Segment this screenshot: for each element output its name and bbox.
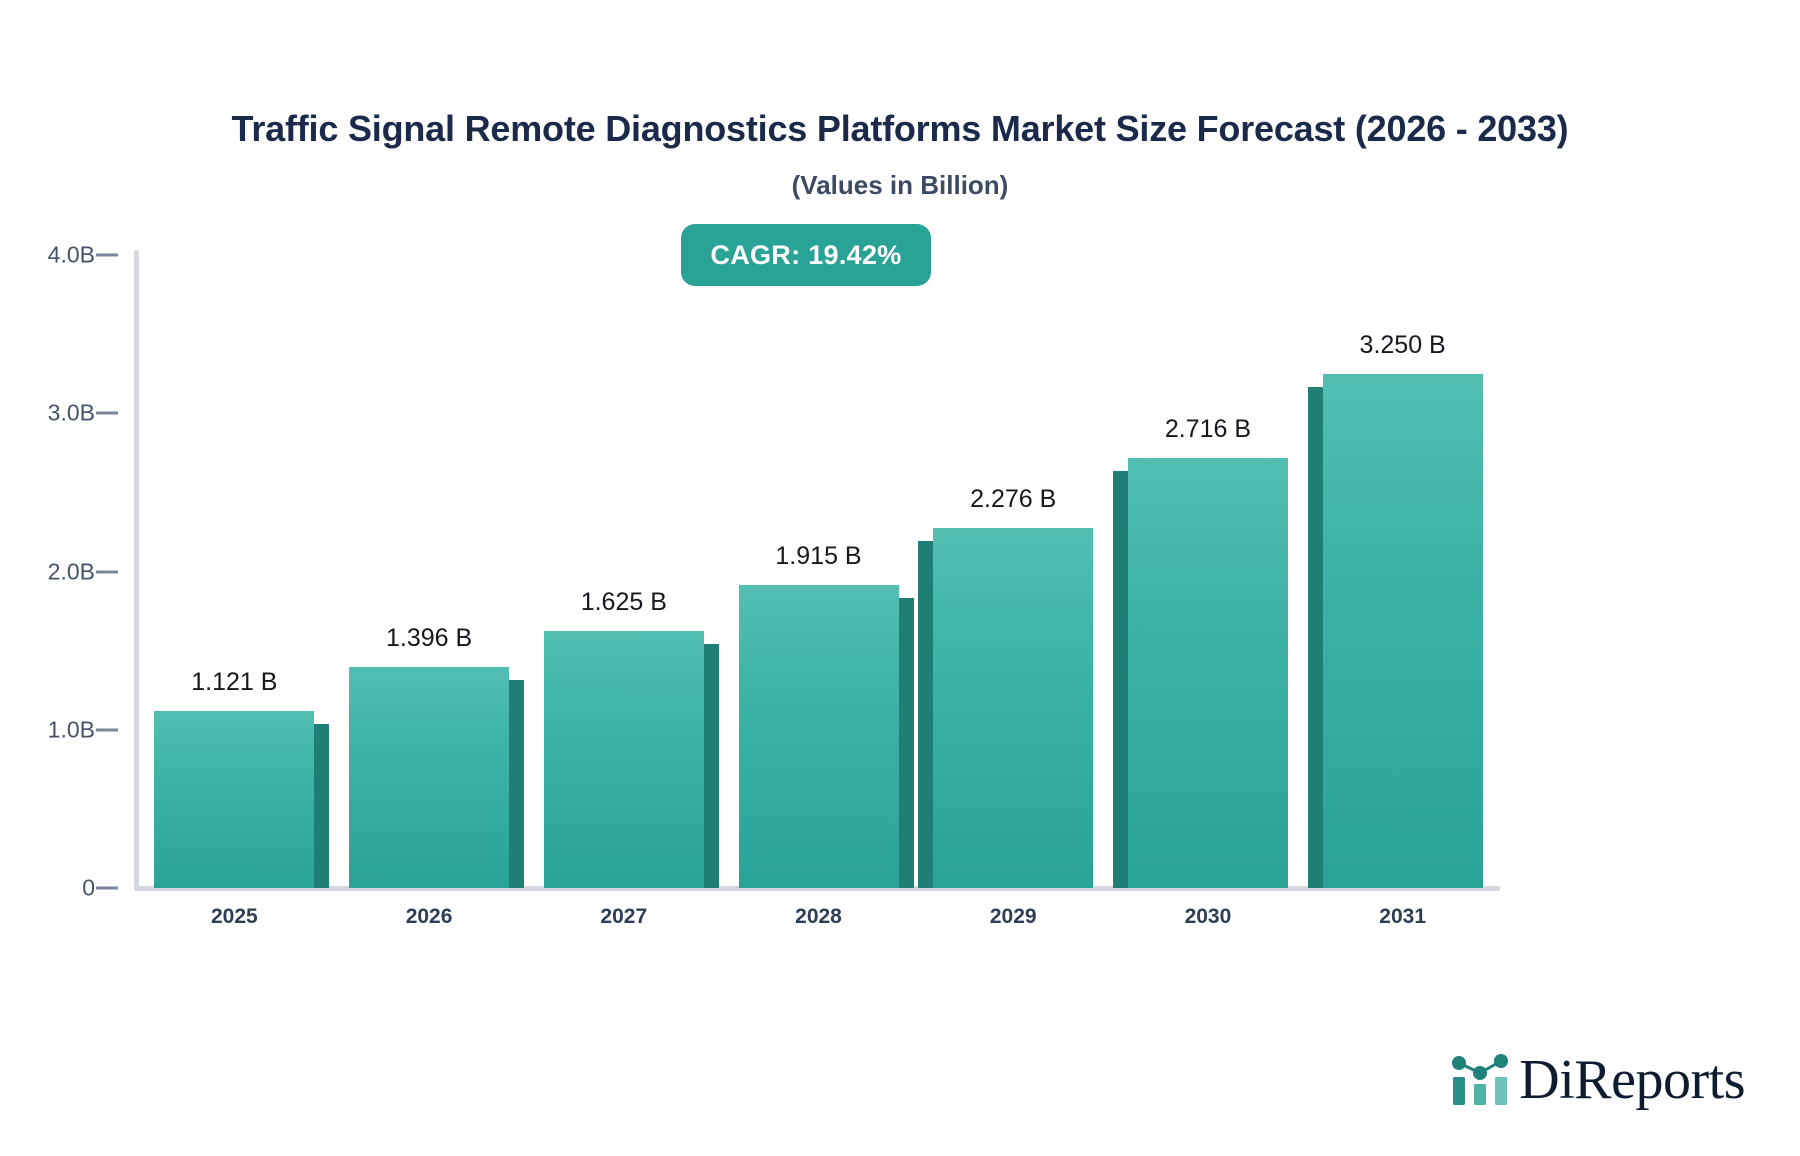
bar[interactable]: 1.121 B: [154, 668, 330, 888]
bar-value-label: 2.716 B: [1164, 415, 1252, 444]
cagr-badge: CAGR: 19.42%: [681, 224, 931, 286]
y-axis-tick-mark: [96, 253, 118, 257]
bar[interactable]: 1.625 B: [543, 588, 719, 888]
bar[interactable]: 3.250 B: [1307, 331, 1483, 888]
bar-front-face: [1127, 458, 1288, 888]
bar[interactable]: 2.276 B: [918, 485, 1094, 888]
x-axis-tick-label: 2031: [1379, 905, 1426, 928]
page-title: Traffic Signal Remote Diagnostics Platfo…: [231, 108, 1569, 149]
bar-front-face: [543, 630, 704, 888]
bar-side-face: [314, 723, 330, 888]
bar-side-face: [1307, 386, 1323, 888]
x-axis-line: [134, 886, 1500, 891]
cagr-badge-label: CAGR: 19.42%: [710, 239, 902, 270]
bar-value-label: 1.625 B: [580, 587, 667, 616]
bar-front-face: [1322, 373, 1483, 888]
bar-value-label: 1.121 B: [191, 667, 278, 696]
chart-subtitle: (Values in Billion): [791, 170, 1009, 200]
bar-side-face: [509, 680, 525, 888]
x-axis-tick-label: 2025: [210, 905, 258, 928]
bar-front-face: [154, 710, 315, 888]
bar[interactable]: 1.915 B: [738, 542, 914, 888]
x-axis-tick-label: 2029: [989, 905, 1037, 928]
direports-logo: DiReports: [1451, 1052, 1745, 1108]
bar-value-label: 1.915 B: [775, 541, 862, 570]
bar-front-face: [933, 527, 1094, 888]
y-axis-line: [134, 250, 139, 890]
bar-side-face: [703, 643, 719, 888]
y-axis-tick-label: 0: [82, 874, 95, 901]
bar-side-face: [898, 597, 914, 888]
y-axis-tick-label: 3.0B: [47, 399, 95, 426]
bar-value-label: 2.276 B: [970, 484, 1057, 513]
y-axis-tick-mark: [96, 411, 118, 415]
y-axis-tick-mark: [96, 570, 118, 573]
x-axis-tick-label: 2027: [600, 905, 648, 928]
bar-chart-icon: [1452, 1054, 1509, 1105]
x-axis-tick-label: 2026: [405, 905, 453, 928]
y-axis-tick-mark: [96, 886, 118, 890]
bar-value-label: 1.396 B: [385, 624, 473, 653]
y-axis-tick-mark: [96, 728, 118, 732]
bar-front-face: [738, 584, 899, 888]
x-axis-tick-label: 2030: [1184, 905, 1232, 928]
x-axis-tick-label: 2028: [795, 905, 842, 928]
logo-text: DiReports: [1519, 1049, 1745, 1111]
y-axis-tick-label: 2.0B: [47, 558, 95, 584]
bar-front-face: [349, 667, 510, 888]
bar-value-label: 3.250 B: [1359, 330, 1446, 359]
bar-side-face: [918, 540, 934, 888]
y-axis-tick-label: 4.0B: [47, 241, 95, 268]
bar[interactable]: 2.716 B: [1112, 415, 1288, 888]
bar[interactable]: 1.396 B: [349, 624, 525, 888]
bar-side-face: [1112, 471, 1128, 888]
y-axis-tick-label: 1.0B: [47, 716, 95, 743]
